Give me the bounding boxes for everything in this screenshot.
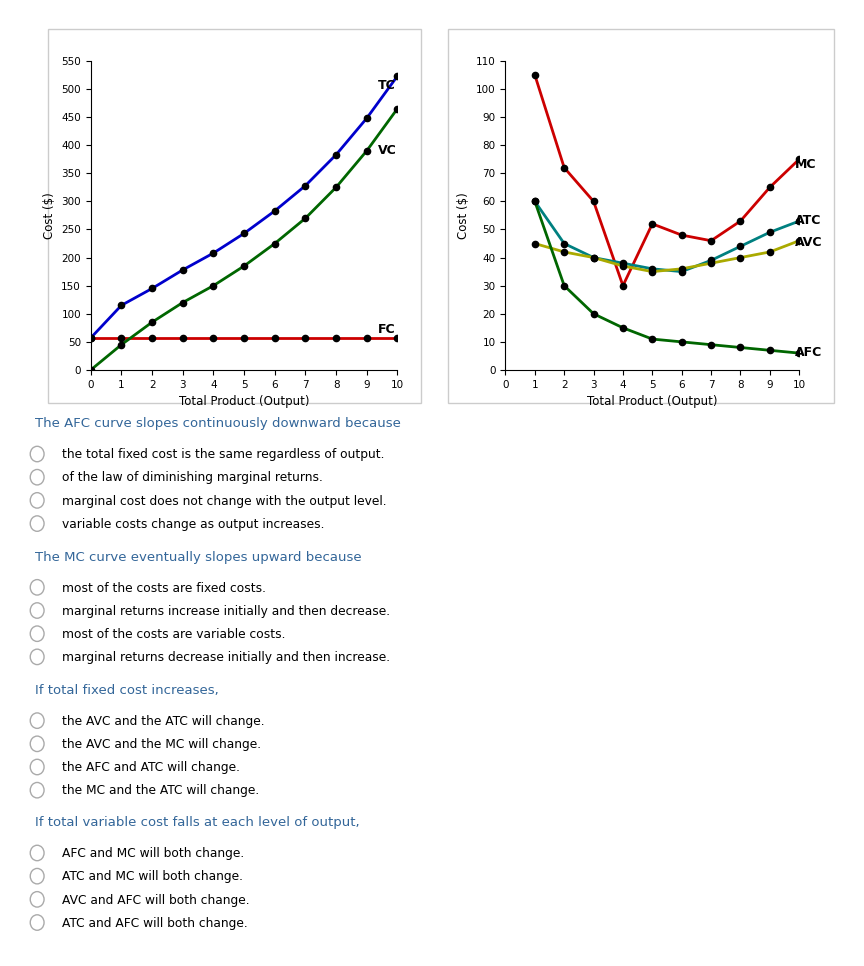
Text: most of the costs are variable costs.: most of the costs are variable costs.	[62, 628, 286, 640]
Text: The MC curve eventually slopes upward because: The MC curve eventually slopes upward be…	[35, 551, 361, 563]
Y-axis label: Cost ($): Cost ($)	[42, 192, 55, 239]
Text: ATC and MC will both change.: ATC and MC will both change.	[62, 870, 243, 883]
Text: FC: FC	[378, 324, 395, 336]
Text: AFC and MC will both change.: AFC and MC will both change.	[62, 847, 245, 860]
Text: If total fixed cost increases,: If total fixed cost increases,	[35, 684, 219, 696]
Text: the AVC and the MC will change.: the AVC and the MC will change.	[62, 738, 261, 751]
Text: VC: VC	[378, 144, 397, 156]
X-axis label: Total Product (Output): Total Product (Output)	[179, 395, 309, 409]
Text: marginal returns decrease initially and then increase.: marginal returns decrease initially and …	[62, 651, 391, 664]
Text: TC: TC	[378, 79, 395, 92]
Text: marginal cost does not change with the output level.: marginal cost does not change with the o…	[62, 495, 387, 507]
Text: MC: MC	[795, 157, 816, 171]
Text: most of the costs are fixed costs.: most of the costs are fixed costs.	[62, 582, 266, 594]
Text: If total variable cost falls at each level of output,: If total variable cost falls at each lev…	[35, 816, 359, 829]
Text: AFC: AFC	[795, 346, 822, 359]
Text: ATC: ATC	[795, 213, 821, 227]
Text: the MC and the ATC will change.: the MC and the ATC will change.	[62, 784, 259, 797]
Text: ATC and AFC will both change.: ATC and AFC will both change.	[62, 917, 248, 929]
Text: The AFC curve slopes continuously downward because: The AFC curve slopes continuously downwa…	[35, 417, 400, 430]
Y-axis label: Cost ($): Cost ($)	[457, 192, 470, 239]
Text: marginal returns increase initially and then decrease.: marginal returns increase initially and …	[62, 605, 391, 617]
X-axis label: Total Product (Output): Total Product (Output)	[587, 395, 718, 409]
Text: the AVC and the ATC will change.: the AVC and the ATC will change.	[62, 715, 265, 727]
Text: AVC: AVC	[795, 237, 823, 249]
Text: variable costs change as output increases.: variable costs change as output increase…	[62, 518, 325, 530]
Text: of the law of diminishing marginal returns.: of the law of diminishing marginal retur…	[62, 471, 323, 484]
Text: the AFC and ATC will change.: the AFC and ATC will change.	[62, 761, 240, 774]
Text: the total fixed cost is the same regardless of output.: the total fixed cost is the same regardl…	[62, 448, 384, 461]
Text: AVC and AFC will both change.: AVC and AFC will both change.	[62, 894, 250, 906]
